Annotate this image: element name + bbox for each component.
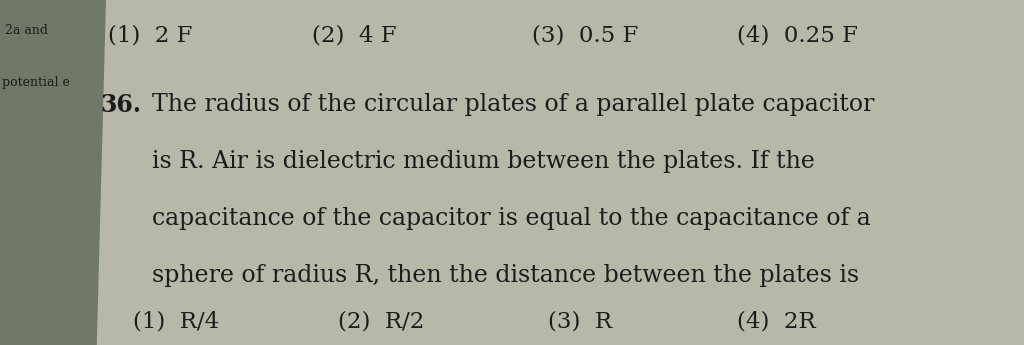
- Polygon shape: [0, 0, 106, 345]
- Text: (3)  0.5 F: (3) 0.5 F: [532, 24, 639, 46]
- Text: is R. Air is dielectric medium between the plates. If the: is R. Air is dielectric medium between t…: [152, 150, 814, 173]
- Text: (2)  4 F: (2) 4 F: [312, 24, 397, 46]
- Text: (1)  2 F: (1) 2 F: [108, 24, 193, 46]
- Text: 2a and: 2a and: [5, 24, 48, 37]
- Text: capacitance of the capacitor is equal to the capacitance of a: capacitance of the capacitor is equal to…: [152, 207, 870, 230]
- Text: (4)  2R: (4) 2R: [737, 310, 816, 333]
- Text: (2)  R/2: (2) R/2: [338, 310, 424, 333]
- Text: 36.: 36.: [100, 93, 141, 117]
- Text: The radius of the circular plates of a parallel plate capacitor: The radius of the circular plates of a p…: [152, 93, 873, 116]
- Text: (3)  R: (3) R: [548, 310, 612, 333]
- Text: (1)  R/4: (1) R/4: [133, 310, 219, 333]
- Text: potential e: potential e: [2, 76, 70, 89]
- Text: sphere of radius R, then the distance between the plates is: sphere of radius R, then the distance be…: [152, 264, 859, 287]
- Text: (4)  0.25 F: (4) 0.25 F: [737, 24, 858, 46]
